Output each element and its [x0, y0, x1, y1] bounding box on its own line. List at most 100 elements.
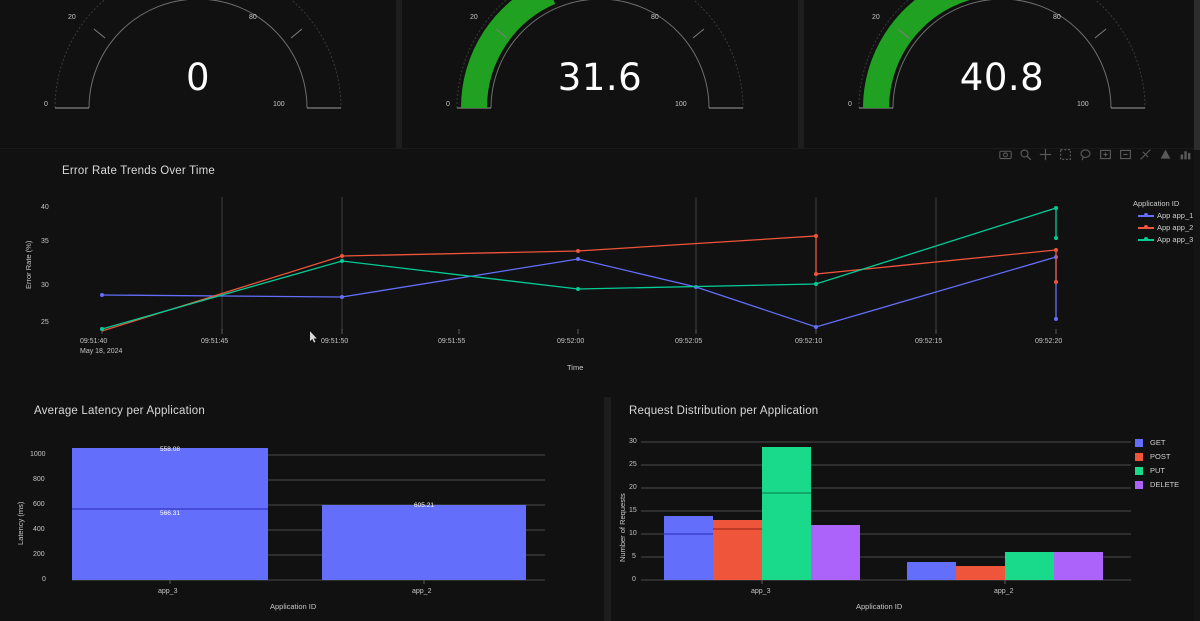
requests-chart-title: Request Distribution per Application — [629, 405, 819, 417]
line-x-tick-2: 09:51:50 — [321, 338, 349, 345]
latency-y-tick-0: 0 — [42, 576, 46, 583]
legend-label-post: POST — [1150, 452, 1171, 461]
line-y-tick-30: 30 — [41, 282, 49, 289]
panel-divider-3 — [604, 397, 611, 621]
requests-y-tick-25: 25 — [629, 461, 637, 468]
line-x-tick-3: 09:51:55 — [438, 338, 466, 345]
autoscale-icon[interactable] — [1139, 148, 1152, 161]
requests-y-tick-5: 5 — [632, 553, 636, 560]
latency-bar-label-app2: 605.21 — [414, 502, 434, 509]
legend-swatch-app-1 — [1138, 213, 1154, 217]
requests-xlabel: Application ID — [856, 602, 903, 611]
line-x-tick-8: 09:52:20 — [1035, 338, 1063, 345]
gauge-2-tick-80: 80 — [651, 14, 659, 21]
legend-label-app-1: App app_1 — [1157, 211, 1194, 220]
gauge-1-svg — [54, 0, 342, 109]
gauge-2-tick-0: 0 — [446, 101, 450, 108]
gauge-1-tick-0: 0 — [44, 101, 48, 108]
gauge-3-value: 40.8 — [959, 56, 1045, 99]
line-x-tick-0: 09:51:40 — [80, 338, 108, 345]
plotly-modebar[interactable] — [999, 148, 1192, 161]
line-y-tick-40: 40 — [41, 204, 49, 211]
gauge-3-tick-0: 0 — [848, 101, 852, 108]
requests-ylabel: Number of Requests — [618, 493, 627, 562]
legend-swatch-get — [1135, 438, 1143, 447]
requests-y-tick-20: 20 — [629, 484, 637, 491]
bottom-row: Average Latency per Application Latency … — [0, 397, 1200, 621]
latency-chart-svg — [72, 448, 545, 584]
latency-y-tick-800: 800 — [33, 476, 45, 483]
latency-y-tick-600: 600 — [33, 501, 45, 508]
line-x-tick-1: 09:51:45 — [201, 338, 229, 345]
gauge-2-svg — [456, 0, 744, 109]
zoom-out-icon[interactable] — [1119, 148, 1132, 161]
gauge-3-tick-80: 80 — [1053, 14, 1061, 21]
gauge-3-tick-20: 20 — [872, 14, 880, 21]
gauge-1-tick-100: 100 — [273, 101, 285, 108]
legend-item-app-1[interactable]: App app_1 — [1138, 211, 1193, 220]
gauge-1-value: 0 — [185, 56, 211, 99]
legend-swatch-delete — [1135, 480, 1143, 489]
requests-y-tick-30: 30 — [629, 438, 637, 445]
line-x-tick-7: 09:52:15 — [915, 338, 943, 345]
latency-chart-title: Average Latency per Application — [34, 405, 205, 417]
latency-chart-panel[interactable]: Average Latency per Application Latency … — [0, 397, 604, 621]
requests-x-tick-app3: app_3 — [751, 588, 771, 595]
gauge-2-value: 31.6 — [557, 56, 643, 99]
line-legend-title: Application ID — [1133, 199, 1180, 208]
line-chart-xlabel: Time — [567, 363, 584, 372]
page-scrollbar-track[interactable] — [1194, 0, 1200, 621]
gauge-row: 20 80 0 100 0 20 80 0 100 31.6 — [0, 0, 1200, 148]
line-chart-panel[interactable]: Error Rate Trends Over Time — [0, 148, 1200, 397]
panel-divider-1 — [396, 0, 402, 148]
legend-swatch-app-3 — [1138, 237, 1154, 241]
line-x-tick-4: 09:52:00 — [557, 338, 585, 345]
legend-swatch-app-2 — [1138, 225, 1154, 229]
legend-label-delete: DELETE — [1150, 480, 1180, 489]
gauge-panel-2[interactable]: 20 80 0 100 31.6 — [402, 0, 798, 148]
line-y-tick-35: 35 — [41, 238, 49, 245]
legend-item-delete[interactable]: DELETE — [1135, 480, 1179, 489]
latency-y-tick-400: 400 — [33, 526, 45, 533]
line-chart-svg — [100, 197, 1058, 334]
panel-divider-2 — [798, 0, 804, 148]
legend-swatch-post — [1135, 452, 1143, 461]
legend-item-post[interactable]: POST — [1135, 452, 1170, 461]
gauge-1-tick-80: 80 — [249, 14, 257, 21]
latency-y-tick-200: 200 — [33, 551, 45, 558]
line-x-tick-5: 09:52:05 — [675, 338, 703, 345]
pan-icon[interactable] — [1039, 148, 1052, 161]
gauge-panel-1[interactable]: 20 80 0 100 0 — [0, 0, 396, 148]
latency-x-tick-app2: app_2 — [412, 588, 432, 595]
legend-label-app-2: App app_2 — [1157, 223, 1194, 232]
legend-item-app-2[interactable]: App app_2 — [1138, 223, 1193, 232]
requests-chart-svg — [641, 441, 1131, 584]
gauge-2-tick-20: 20 — [470, 14, 478, 21]
box-select-icon[interactable] — [1059, 148, 1072, 161]
zoom-in-icon[interactable] — [1099, 148, 1112, 161]
latency-xlabel: Application ID — [270, 602, 317, 611]
legend-item-app-3[interactable]: App app_3 — [1138, 235, 1193, 244]
page-scrollbar-thumb[interactable] — [1194, 0, 1200, 150]
zoom-icon[interactable] — [1019, 148, 1032, 161]
legend-label-get: GET — [1150, 438, 1166, 447]
latency-bar-label-app3-top: 558.08 — [160, 446, 180, 453]
legend-item-get[interactable]: GET — [1135, 438, 1165, 447]
latency-x-tick-app3: app_3 — [158, 588, 178, 595]
requests-chart-panel[interactable]: Request Distribution per Application — [611, 397, 1200, 621]
gauge-panel-3[interactable]: 20 80 0 100 40.8 — [804, 0, 1200, 148]
line-chart-ylabel: Error Rate (%) — [24, 240, 33, 289]
plotly-logo-icon[interactable] — [1179, 148, 1192, 161]
lasso-select-icon[interactable] — [1079, 148, 1092, 161]
gauge-2-tick-100: 100 — [675, 101, 687, 108]
line-x-tick-6: 09:52:10 — [795, 338, 823, 345]
gauge-1-tick-20: 20 — [68, 14, 76, 21]
reset-axes-icon[interactable] — [1159, 148, 1172, 161]
requests-y-tick-15: 15 — [629, 507, 637, 514]
legend-item-put[interactable]: PUT — [1135, 466, 1165, 475]
line-x-date-caption: May 18, 2024 — [80, 348, 123, 355]
latency-y-tick-1000: 1000 — [30, 451, 46, 458]
camera-icon[interactable] — [999, 148, 1012, 161]
legend-label-app-3: App app_3 — [1157, 235, 1194, 244]
